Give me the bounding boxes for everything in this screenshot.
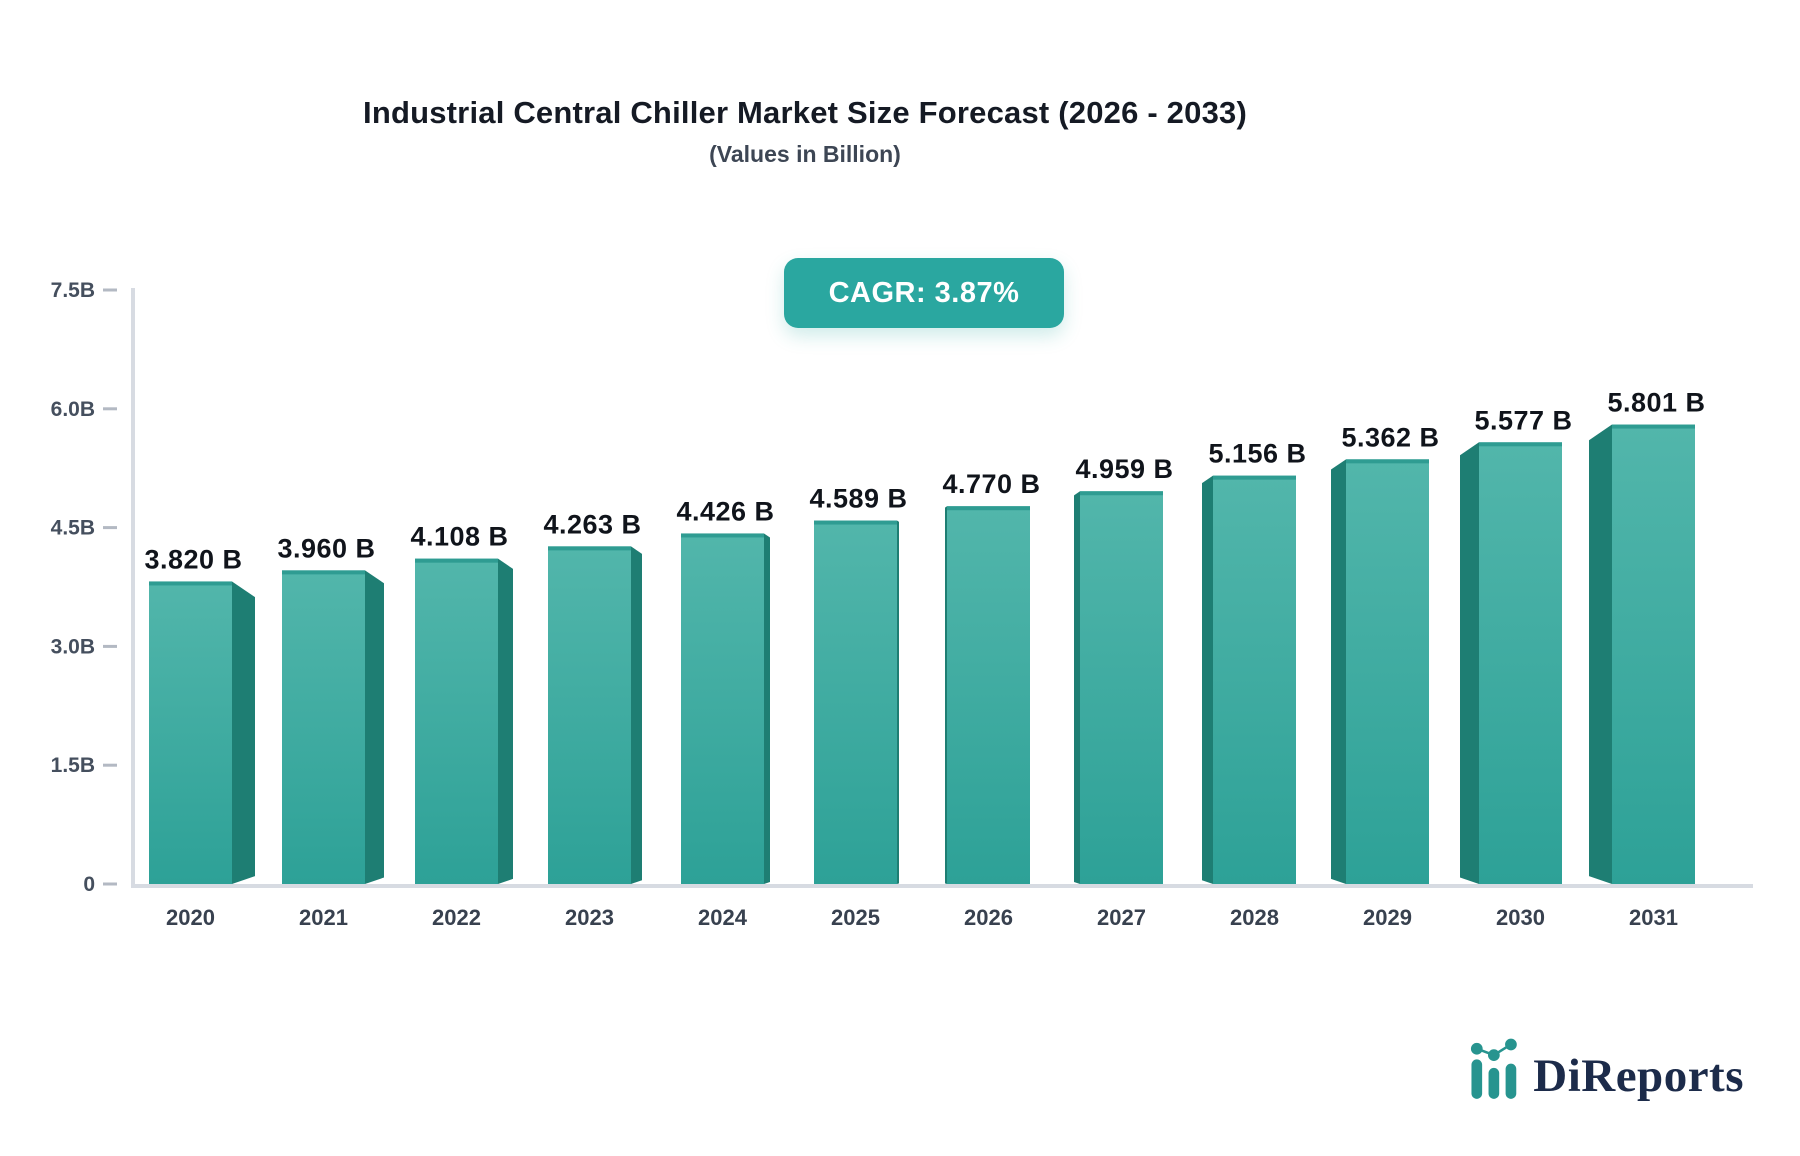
cagr-badge: CAGR: 3.87% xyxy=(784,258,1064,328)
bar-value-label: 4.959 B xyxy=(1075,454,1173,484)
bar-2022: 4.108 B 2022 xyxy=(410,522,513,930)
bar-top-edge xyxy=(548,546,631,551)
y-axis-tick-label: 4.5B xyxy=(51,517,95,540)
bar-2025: 4.589 B 2025 xyxy=(809,484,907,930)
y-axis-tick-label: 7.5B xyxy=(51,279,95,302)
bar-value-label: 4.263 B xyxy=(543,509,641,539)
y-axis-tick xyxy=(103,526,117,530)
bar-value-label: 5.362 B xyxy=(1341,422,1439,452)
bar-top-edge xyxy=(1612,424,1695,429)
y-axis-tick xyxy=(103,288,117,292)
cagr-badge-label: CAGR: 3.87% xyxy=(828,276,1020,309)
bar-top-edge xyxy=(681,533,764,538)
x-axis-label: 2030 xyxy=(1496,905,1545,930)
bar-2020: 3.820 B 2020 xyxy=(144,544,255,930)
bar-value-label: 3.820 B xyxy=(144,544,242,574)
bar-2024: 4.426 B 2024 xyxy=(676,496,774,930)
bar-top-edge xyxy=(1213,475,1296,480)
bar-side-face xyxy=(945,506,947,884)
bar-value-label: 4.426 B xyxy=(676,496,774,526)
bar-2029: 5.362 B 2029 xyxy=(1331,422,1439,930)
bar-value-label: 4.589 B xyxy=(809,484,907,514)
chart-header: Industrial Central Chiller Market Size F… xyxy=(0,94,1610,169)
bar-side-face xyxy=(764,533,770,884)
bar-side-face xyxy=(1331,459,1346,884)
x-axis-label: 2029 xyxy=(1363,905,1412,930)
bar-top-edge xyxy=(814,520,897,525)
x-axis-label: 2026 xyxy=(964,905,1013,930)
y-axis-tick-label: 3.0B xyxy=(51,635,95,658)
bar-top-edge xyxy=(1479,442,1562,447)
bar-side-face xyxy=(631,546,642,884)
y-axis-tick-label: 6.0B xyxy=(51,398,95,421)
bar-2026: 4.770 B 2026 xyxy=(942,469,1040,930)
x-axis-label: 2031 xyxy=(1629,905,1678,930)
bar-value-label: 4.108 B xyxy=(410,522,508,552)
bar-front-face xyxy=(1346,459,1429,884)
x-axis-label: 2020 xyxy=(166,905,215,930)
bar-front-face xyxy=(814,520,897,884)
chart-subtitle: (Values in Billion) xyxy=(709,141,901,168)
bar-top-edge xyxy=(1346,459,1429,464)
y-axis-tick xyxy=(103,644,117,648)
y-axis-tick xyxy=(103,882,117,886)
bar-2021: 3.960 B 2021 xyxy=(277,533,384,930)
bar-value-label: 4.770 B xyxy=(942,469,1040,499)
bar-side-face xyxy=(1460,442,1479,884)
brand-watermark: DiReports xyxy=(1467,1037,1744,1106)
bar-chart-logo-icon xyxy=(1467,1037,1525,1106)
x-axis-label: 2023 xyxy=(565,905,614,930)
bar-2023: 4.263 B 2023 xyxy=(543,509,642,930)
bar-side-face xyxy=(1074,491,1080,884)
bar-front-face xyxy=(1479,442,1562,884)
bar-front-face xyxy=(681,533,764,884)
bar-top-edge xyxy=(1080,491,1163,496)
bar-side-face xyxy=(897,520,899,884)
y-axis-tick-label: 1.5B xyxy=(51,754,95,777)
bar-side-face xyxy=(365,570,384,884)
x-axis-label: 2025 xyxy=(831,905,880,930)
bar-side-face xyxy=(232,581,255,884)
bar-value-label: 5.801 B xyxy=(1607,388,1705,418)
bar-front-face xyxy=(1080,491,1163,884)
bar-2027: 4.959 B 2027 xyxy=(1074,454,1173,930)
bar-top-edge xyxy=(149,581,232,586)
bar-top-edge xyxy=(947,506,1030,511)
bar-front-face xyxy=(1612,424,1695,884)
y-axis-tick-label: 0 xyxy=(83,873,95,896)
bar-value-label: 5.156 B xyxy=(1208,439,1306,469)
bar-front-face xyxy=(149,581,232,884)
bar-side-face xyxy=(498,558,513,884)
x-axis-line xyxy=(131,884,1753,888)
bar-top-edge xyxy=(415,558,498,563)
bar-2031: 5.801 B 2031 xyxy=(1589,388,1705,930)
y-axis-line xyxy=(131,288,135,888)
bar-2028: 5.156 B 2028 xyxy=(1202,439,1306,930)
bar-side-face xyxy=(1202,475,1213,884)
y-axis-tick xyxy=(103,407,117,411)
bar-front-face xyxy=(282,570,365,884)
x-axis-label: 2024 xyxy=(698,905,748,930)
x-axis-label: 2021 xyxy=(299,905,348,930)
x-axis-label: 2027 xyxy=(1097,905,1146,930)
chart-title: Industrial Central Chiller Market Size F… xyxy=(363,95,1247,130)
bar-front-face xyxy=(947,506,1030,884)
bar-top-edge xyxy=(282,570,365,575)
bar-value-label: 3.960 B xyxy=(277,533,375,563)
x-axis-label: 2028 xyxy=(1230,905,1279,930)
brand-name: DiReports xyxy=(1533,1050,1744,1102)
bar-value-label: 5.577 B xyxy=(1474,405,1572,435)
y-axis-tick xyxy=(103,763,117,767)
bar-front-face xyxy=(548,546,631,884)
bar-front-face xyxy=(415,558,498,884)
x-axis-label: 2022 xyxy=(432,905,481,930)
bar-2030: 5.577 B 2030 xyxy=(1460,405,1572,930)
bar-front-face xyxy=(1213,475,1296,884)
bar-side-face xyxy=(1589,424,1612,884)
